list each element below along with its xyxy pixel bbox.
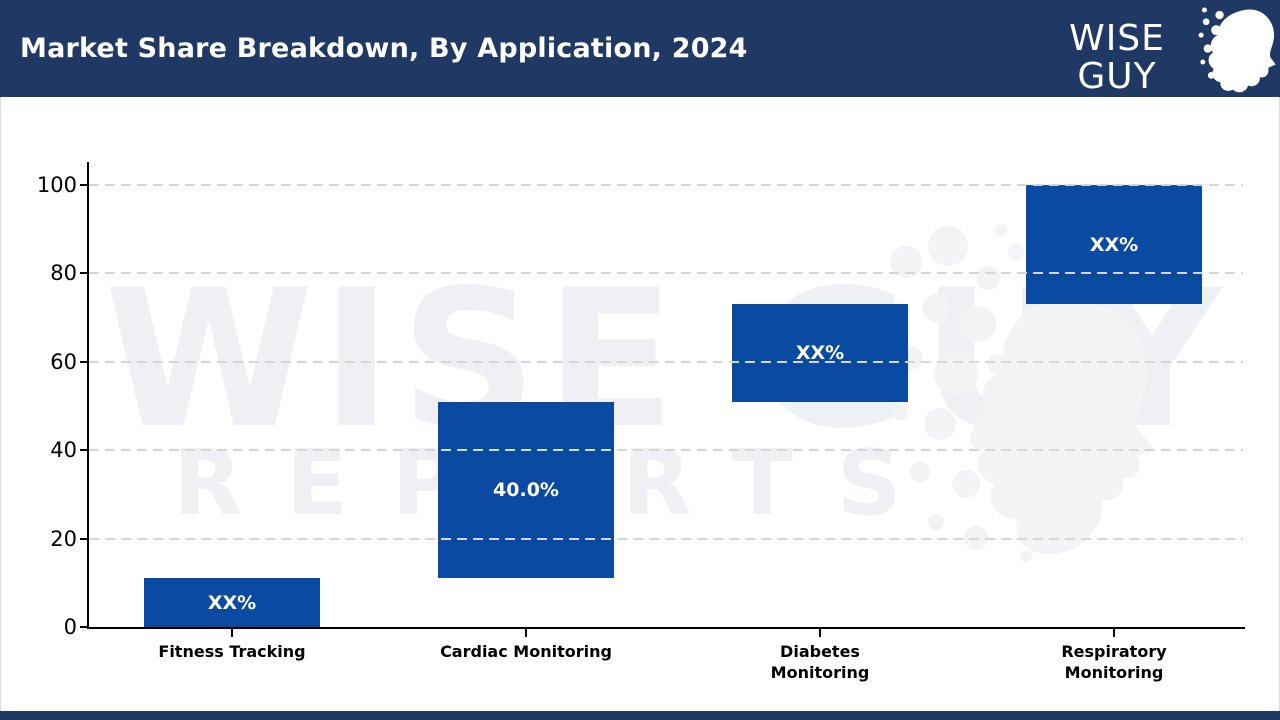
x-tick-label-fitness-tracking: Fitness Tracking [158,642,306,661]
footer-bar [0,711,1280,720]
gridline-20 [89,537,1243,540]
y-axis-line [87,162,89,629]
gridline-80 [89,272,1243,275]
bar-respiratory-monitoring: XX% [1026,185,1202,305]
x-tick-respiratory-monitoring [1113,629,1115,637]
y-tick-40 [80,449,88,452]
y-tick-0 [80,626,88,628]
y-tick-80 [80,272,88,275]
bar-value-label-cardiac-monitoring: 40.0% [493,478,559,501]
page-title: Market Share Breakdown, By Application, … [20,33,748,64]
gridline-40 [89,449,1243,452]
header-bar: Market Share Breakdown, By Application, … [0,0,1280,113]
gridline-60 [89,360,1243,363]
logo-subtitle: REPORTS [1050,99,1190,113]
x-tick-label-cardiac-monitoring: Cardiac Monitoring [440,642,612,661]
x-tick-diabetes-monitoring [819,629,821,637]
wise-guy-reports-logo: WISE GUY REPORTS [1028,0,1276,113]
x-axis-line [87,627,1245,629]
logo-wordmark: WISE GUY [1069,18,1165,97]
logo-head-icon [1198,7,1276,93]
y-tick-label-20: 20 [50,526,77,551]
x-tick-cardiac-monitoring [525,629,527,637]
x-tick-label-diabetes-monitoring: Diabetes Monitoring [770,642,870,682]
bar-fitness-tracking: XX% [144,578,320,627]
bar-value-label-diabetes-monitoring: XX% [795,341,845,364]
y-tick-60 [80,360,88,363]
gridline-100 [89,184,1243,186]
chart-canvas: WISE GUY REPORTS 020406080100XX%Fitness … [0,97,1280,711]
y-tick-label-100: 100 [36,173,77,197]
logo-text: WISE GUY REPORTS [1028,18,1206,114]
y-tick-label-40: 40 [50,438,77,463]
y-tick-20 [80,537,88,540]
bar-cardiac-monitoring: 40.0% [438,401,614,579]
watermark-head-icon [886,224,1153,562]
x-tick-label-respiratory-monitoring: Respiratory Monitoring [1061,642,1167,682]
x-tick-fitness-tracking [231,629,233,637]
y-tick-100 [80,184,88,186]
bar-diabetes-monitoring: XX% [732,304,908,402]
y-tick-label-0: 0 [63,615,77,639]
y-tick-label-80: 80 [50,261,77,286]
y-tick-label-60: 60 [50,349,77,374]
bar-value-label-respiratory-monitoring: XX% [1089,233,1139,256]
bar-value-label-fitness-tracking: XX% [207,591,257,614]
